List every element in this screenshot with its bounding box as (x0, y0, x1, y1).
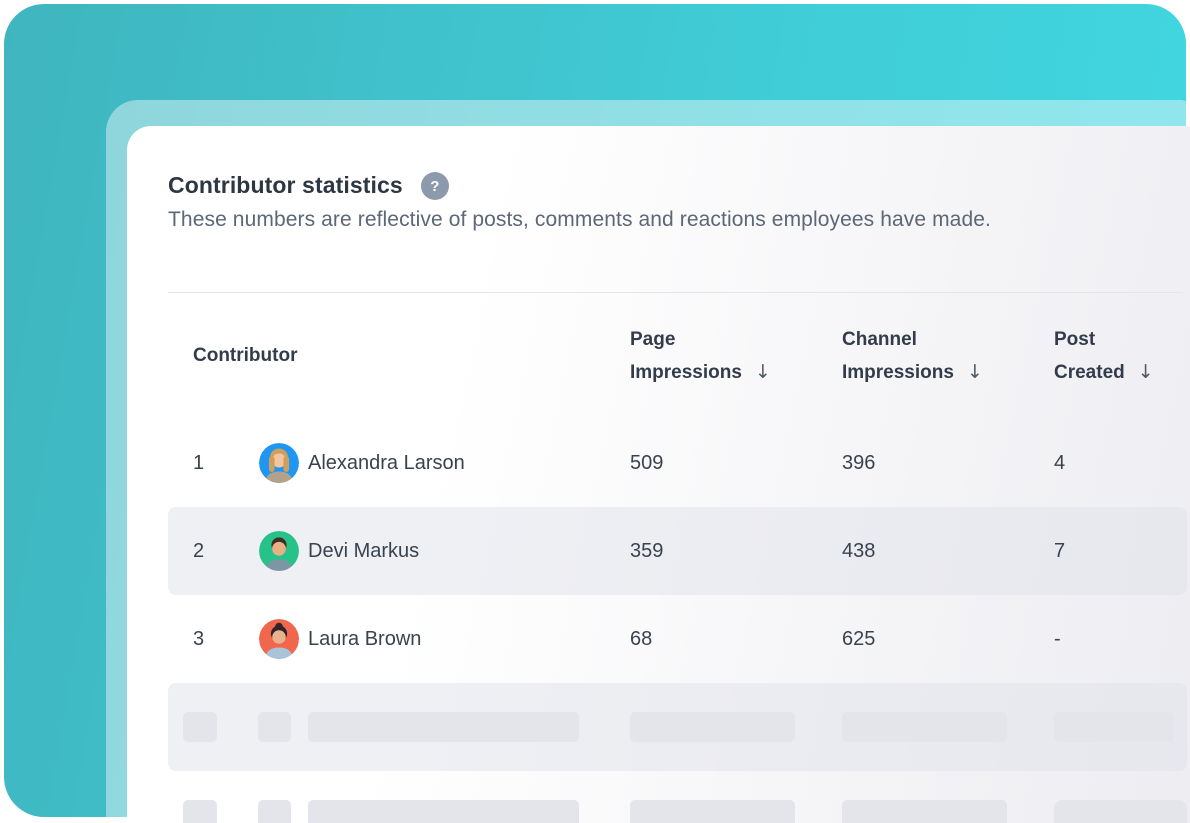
skeleton-bar (183, 712, 217, 742)
contributor-name: Devi Markus (308, 539, 420, 562)
skeleton-bar (842, 800, 1007, 823)
avatar (259, 619, 299, 659)
sort-descending-icon[interactable]: ↓ (754, 361, 771, 383)
column-header-page-impressions[interactable]: Page Impressions ↓ (630, 323, 842, 389)
skeleton-row (168, 683, 1187, 771)
contributor-stats-card: Contributor statistics ? These numbers a… (127, 126, 1190, 823)
rank-cell: 1 (193, 451, 205, 474)
divider (168, 292, 1183, 293)
posts-created-value: 4 (1054, 451, 1066, 474)
column-header-line2: Impressions (630, 362, 742, 383)
column-header-line1: Channel (842, 329, 917, 350)
channel-impressions-value: 438 (842, 539, 876, 562)
column-header-contributor: Contributor (193, 345, 298, 366)
help-icon-glyph: ? (430, 177, 440, 195)
posts-created-value: 7 (1054, 539, 1066, 562)
backdrop-inner-card: Contributor statistics ? These numbers a… (106, 100, 1190, 823)
posts-created-value: - (1054, 627, 1061, 650)
teal-backdrop: Contributor statistics ? These numbers a… (4, 4, 1190, 823)
skeleton-bar (258, 712, 291, 742)
contributor-table: Contributor Page Impressions ↓ Channel I (168, 293, 1187, 823)
avatar (259, 531, 299, 571)
card-title-row: Contributor statistics ? (168, 170, 449, 200)
column-header-channel-impressions[interactable]: Channel Impressions ↓ (842, 323, 1054, 389)
sort-descending-icon[interactable]: ↓ (1137, 361, 1154, 383)
table-row[interactable]: 3 Laura Brown 68 (168, 595, 1187, 683)
column-header-line1: Page (630, 329, 676, 350)
skeleton-bar (1054, 712, 1174, 742)
skeleton-bar (630, 712, 795, 742)
channel-impressions-value: 396 (842, 451, 876, 474)
sort-descending-icon[interactable]: ↓ (966, 361, 983, 383)
page-title: Contributor statistics (168, 171, 403, 198)
rank-cell: 2 (193, 539, 205, 562)
skeleton-bar (308, 712, 579, 742)
card-subtitle: These numbers are reflective of posts, c… (168, 208, 991, 231)
skeleton-bar (258, 800, 291, 823)
table-row[interactable]: 1 Alexandra Lar (168, 419, 1187, 507)
skeleton-row (168, 771, 1187, 823)
skeleton-bar (183, 800, 217, 823)
page-impressions-value: 68 (630, 627, 653, 650)
contributor-name: Laura Brown (308, 627, 422, 650)
column-header-post-created[interactable]: Post Created ↓ (1054, 323, 1187, 389)
column-header-line2: Created (1054, 362, 1125, 383)
table-row[interactable]: 2 Devi Markus 359 438 (168, 507, 1187, 595)
skeleton-bar (1054, 800, 1187, 823)
table-header-row: Contributor Page Impressions ↓ Channel I (168, 293, 1187, 419)
column-header-line2: Impressions (842, 362, 954, 383)
avatar (259, 443, 299, 483)
column-header-line1: Post (1054, 329, 1096, 350)
channel-impressions-value: 625 (842, 627, 876, 650)
contributor-name: Alexandra Larson (308, 451, 465, 474)
skeleton-bar (842, 712, 1007, 742)
skeleton-bar (630, 800, 795, 823)
page-impressions-value: 509 (630, 451, 664, 474)
rank-cell: 3 (193, 627, 205, 650)
skeleton-bar (308, 800, 579, 823)
page-impressions-value: 359 (630, 539, 664, 562)
help-icon[interactable]: ? (420, 172, 449, 200)
